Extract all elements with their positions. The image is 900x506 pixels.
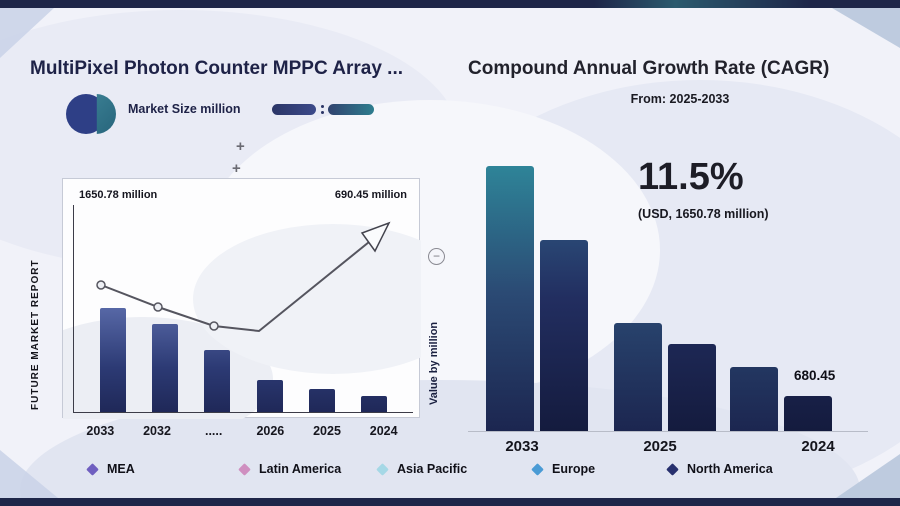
growth-trend-arrow [96, 221, 391, 333]
left-bar-2026 [256, 380, 283, 412]
right-x-label: 2033 [505, 438, 539, 455]
left-x-label: 2025 [313, 424, 341, 438]
cagr-block: 11.5% (USD, 1650.78 million) [638, 156, 888, 221]
left-x-label: 2024 [369, 424, 398, 438]
legend-item-asia-pacific: Asia Pacific [376, 462, 468, 476]
annotation-2024-value: 690.45 million [334, 189, 407, 201]
right-bar-2025-primary [614, 323, 662, 431]
right-chart-title: Compound Annual Growth Rate (CAGR) [468, 58, 830, 79]
legend-label: Europe [552, 462, 596, 476]
legend-item-europe: Europe [531, 462, 596, 476]
right-bar-group-2033 [486, 166, 588, 431]
left-x-label: 2026 [256, 424, 285, 438]
right-bar-group-2025 [614, 323, 716, 431]
region-legend: MEA Latin America Asia Pacific Europe North … [0, 462, 900, 482]
legend-item-latin-america: Latin America [238, 462, 342, 476]
cagr-value: 11.5% [638, 156, 744, 198]
minus-circle-icon: − [428, 248, 445, 265]
right-bar-2025-secondary [668, 344, 716, 431]
annotation-2033-value: 1650.78 million [79, 189, 158, 201]
left-bars-group [74, 205, 413, 412]
left-bar-2024 [360, 396, 387, 412]
legend-label: North America [687, 462, 773, 476]
bar-value-label-680: 680.45 [794, 368, 836, 383]
right-bar-2033-primary [486, 166, 534, 431]
diamond-marker [86, 462, 99, 476]
right-chart-area: 680.45 2033 2025 2024 [468, 160, 868, 455]
right-bar-2024-primary [730, 367, 778, 431]
legend-item-mea: MEA [86, 462, 135, 476]
legend-item-north-america: North America [666, 462, 773, 476]
legend-label: Latin America [259, 462, 342, 476]
left-x-label: ..... [204, 424, 223, 438]
ratio-colon [321, 105, 324, 108]
ratio-pill-right [328, 104, 374, 115]
left-x-label: 2032 [143, 424, 171, 438]
left-chart-title: MultiPixel Photon Counter MPPC Array ... [30, 58, 403, 79]
right-bar-2024-secondary [784, 396, 832, 431]
left-bar-..... [204, 350, 231, 412]
pie-chart-icon [66, 94, 116, 134]
cagr-note: (USD, 1650.78 million) [638, 207, 769, 221]
top-border-bar [0, 0, 900, 8]
right-x-label: 2025 [643, 438, 677, 455]
diamond-marker [238, 462, 251, 476]
left-x-axis-labels: 2033 2032..... 2026 2025 2024 [72, 424, 412, 438]
ratio-pill-left [272, 104, 316, 115]
legend-label: MEA [107, 462, 135, 476]
left-x-label: 2033 [86, 424, 115, 438]
plus-icon: + [232, 160, 241, 177]
left-chart-panel: 1650.78 million 690.45 million [62, 178, 421, 419]
diamond-marker [376, 462, 389, 476]
right-bar-group-2024 [730, 367, 832, 431]
right-bar-2033-secondary [540, 240, 588, 431]
left-bar-2025 [308, 389, 335, 412]
market-size-label: Market Size million [128, 102, 241, 116]
right-x-label: 2024 [801, 438, 835, 455]
diamond-marker [666, 462, 679, 476]
bottom-border-bar [0, 498, 900, 506]
legend-label: Asia Pacific [397, 462, 468, 476]
plus-icon: + [236, 138, 245, 155]
watermark-label: FUTURE MARKET REPORT [30, 259, 41, 410]
left-bar-2033 [100, 308, 127, 412]
diamond-marker [531, 462, 544, 476]
left-chart-axis [73, 205, 413, 413]
left-bar-2032 [152, 324, 179, 412]
market-size-legend: Market Size million [66, 92, 396, 138]
cagr-subtitle: From: 2025-2033 [630, 92, 730, 106]
pie-right-half [96, 94, 116, 134]
right-y-axis-label: Value by million [428, 321, 440, 405]
